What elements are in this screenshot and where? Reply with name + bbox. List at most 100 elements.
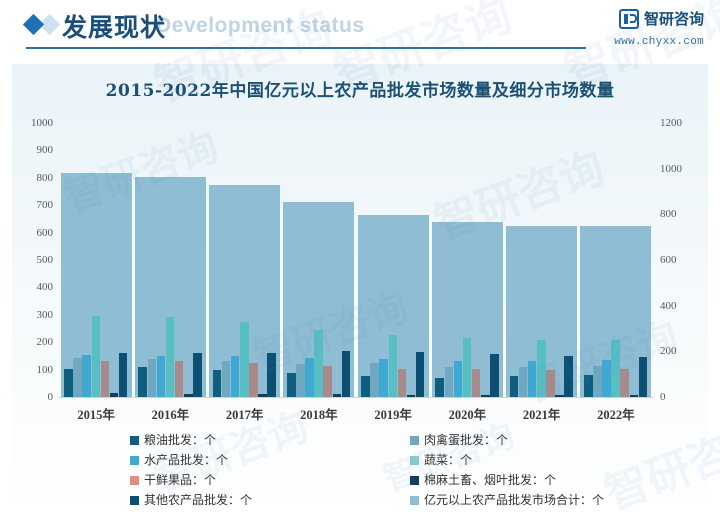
legend-item[interactable]: 棉麻土畜、烟叶批发：个 (410, 472, 700, 488)
bar-segment (453, 360, 463, 397)
bar-segment (415, 351, 425, 397)
bar-segment (267, 353, 276, 397)
axis-tick-label: 800 (660, 208, 677, 221)
axis-tick-label: 600 (36, 226, 54, 239)
axis-tick-label: 400 (660, 299, 677, 312)
legend-item[interactable]: 蔬菜：个 (410, 452, 700, 468)
bar-segment (435, 377, 444, 397)
axis-tick-label: 1200 (660, 117, 682, 129)
legend-swatch-icon (130, 475, 139, 485)
axis-tick-label: 1000 (660, 162, 682, 175)
chart-legend: 粮油批发：个水产品批发：个 干鲜果品：个 其他农产品批发：个 肉禽蛋批发：个蔬菜：个… (12, 432, 708, 508)
bar-segment (165, 317, 175, 397)
x-axis-line (59, 397, 653, 398)
legend-column-left: 粮油批发：个水产品批发：个 干鲜果品：个 其他农产品批发：个 (130, 432, 390, 508)
bar-segment (138, 367, 147, 397)
logo-mark-icon (618, 8, 639, 29)
bar-group (580, 123, 652, 397)
bar-segment (240, 322, 249, 397)
bar-segment (481, 394, 490, 397)
axis-tick-label: 900 (36, 144, 54, 157)
bar-segment (100, 361, 110, 397)
bar-segment (444, 367, 454, 397)
bar-segment (184, 393, 193, 397)
bar-group (283, 123, 355, 397)
bar-segment (118, 353, 128, 397)
bar-segment (602, 360, 611, 397)
legend-item[interactable]: 其他农产品批发：个 (130, 492, 390, 508)
bar-segment (555, 394, 564, 397)
bar-segment (509, 376, 519, 397)
y-axis-left: 1000 900 800 700 600 500 400 300 200 100 0 (12, 64, 53, 464)
axis-tick-label: 200 (660, 345, 677, 358)
bar-segment (564, 355, 573, 397)
bar-segment (109, 393, 119, 397)
bar-segment (314, 329, 323, 397)
bar-segment (230, 355, 240, 397)
page-title-english: Development status (156, 14, 365, 37)
bar-segment (286, 372, 296, 397)
axis-tick-label: 300 (36, 308, 54, 321)
bar-segment (370, 363, 379, 397)
x-axis-label: 2021年 (522, 408, 561, 422)
legend-swatch-icon (130, 455, 139, 465)
bar-segment (490, 353, 499, 397)
bar-segment (221, 360, 231, 397)
x-axis-label: 2022年 (597, 408, 635, 422)
bar-group (134, 123, 206, 397)
legend-item-label: 亿元以上农产品批发市场合计：个 (424, 493, 605, 507)
legend-item-label: 棉麻土畜、烟叶批发：个 (424, 473, 557, 487)
bar-group (357, 123, 429, 397)
brand-url: www.chyxx.com (614, 36, 704, 48)
legend-item-label: 肉禽蛋批发：个 (424, 433, 509, 447)
x-axis-label: 2020年 (448, 408, 487, 422)
legend-item[interactable]: 肉禽蛋批发：个 (410, 432, 700, 448)
y-axis-right: 1200 1000 800 600 400 200 0 (660, 64, 708, 464)
bar-segment (332, 394, 342, 397)
legend-swatch-icon (410, 455, 419, 465)
bar-segment (147, 358, 157, 397)
bar-segment (212, 370, 222, 397)
bar-segment (583, 375, 593, 397)
x-axis-label: 2017年 (225, 408, 264, 422)
plot-area (59, 123, 653, 397)
bar-segment (546, 369, 555, 397)
bar-segment (296, 363, 305, 397)
legend-swatch-icon (410, 475, 419, 485)
bar-segment (323, 365, 332, 397)
bar-segment (174, 361, 184, 397)
x-axis-label: 2019年 (374, 408, 412, 422)
legend-column-right: 肉禽蛋批发：个蔬菜：个棉麻土畜、烟叶批发：个亿元以上农产品批发市场合计：个 (410, 432, 700, 508)
bar-segment (537, 339, 546, 397)
legend-item[interactable]: 干鲜果品：个 (130, 472, 390, 488)
bar-segment (379, 358, 388, 397)
bar-segment (629, 394, 639, 397)
bar-segment (638, 356, 648, 397)
legend-item[interactable]: 粮油批发：个 (130, 432, 390, 448)
axis-tick-label: 0 (660, 391, 666, 403)
legend-item-label: 粮油批发：个 (144, 433, 217, 447)
bar-group (506, 123, 578, 397)
diamond-icon (22, 13, 45, 36)
axis-tick-label: 500 (36, 254, 54, 266)
legend-item[interactable]: 亿元以上农产品批发市场合计：个 (410, 492, 700, 508)
axis-tick-label: 200 (36, 336, 54, 349)
bar-segment (64, 368, 73, 397)
bar-group (431, 123, 503, 397)
bar-group (60, 123, 132, 397)
bar-segment (156, 355, 166, 397)
axis-tick-label: 600 (660, 254, 677, 266)
axis-tick-label: 0 (47, 391, 54, 403)
legend-swatch-icon (130, 435, 139, 445)
x-axis-label: 2018年 (300, 408, 338, 422)
bar-segment (388, 335, 398, 397)
page-header: Development status 发展现状 智研咨询 www.chyxx.c… (0, 0, 720, 62)
axis-tick-label: 700 (36, 199, 54, 212)
chart-title: 2015-2022年中国亿元以上农产品批发市场数量及细分市场数量 (105, 81, 615, 101)
legend-item[interactable]: 水产品批发：个 (130, 452, 390, 468)
bar-segment (82, 355, 91, 397)
bar-segment (305, 357, 314, 397)
bar-segment (406, 394, 416, 397)
bar-segment (518, 366, 528, 397)
brand-logo: 智研咨询 (618, 8, 704, 29)
